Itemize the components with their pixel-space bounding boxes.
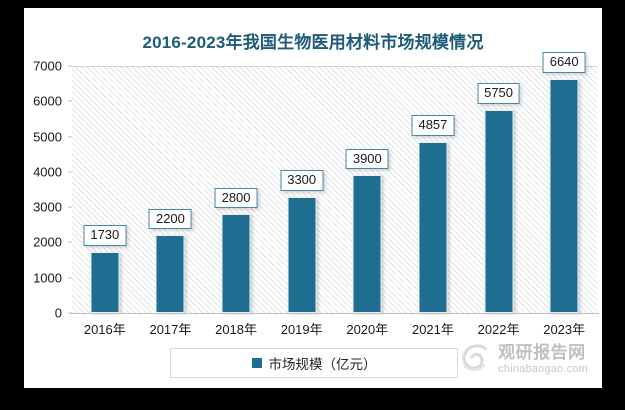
y-axis-tick-label: 5000 xyxy=(33,129,62,145)
bar-value-label: 4857 xyxy=(411,114,455,136)
chart-card: 2016-2023年我国生物医用材料市场规模情况 0 1000 2000 3000 40… xyxy=(24,8,602,388)
bar-group: 2800 xyxy=(203,66,269,313)
bar-group: 6640 xyxy=(531,52,597,313)
bar-group: 4857 xyxy=(400,66,466,313)
y-axis-tick-label: 7000 xyxy=(33,58,62,74)
y-axis-tick-label: 6000 xyxy=(33,93,62,109)
y-axis-tick-label: 3000 xyxy=(33,199,62,215)
bar-group: 5750 xyxy=(466,66,532,313)
bar[interactable] xyxy=(90,251,120,313)
x-axis-tick-label: 2020年 xyxy=(346,322,389,337)
bar-value-label: 2200 xyxy=(148,208,192,230)
bar-group: 1730 xyxy=(72,66,138,313)
x-axis-tick-label: 2023年 xyxy=(543,322,586,337)
legend-item-label: 市场规模（亿元） xyxy=(268,357,377,372)
bar[interactable] xyxy=(484,110,514,313)
y-axis-tick-mark xyxy=(68,241,72,243)
legend-color-swatch xyxy=(251,358,262,368)
y-axis-tick-label: 2000 xyxy=(33,234,62,250)
watermark-brand: 观研报告网 xyxy=(498,342,586,362)
x-axis-tick-label: 2019年 xyxy=(280,322,323,337)
bar-group: 3900 xyxy=(335,66,401,313)
y-axis: 0 1000 2000 3000 4000 5000 6000 7000 xyxy=(24,59,72,321)
x-axis-line xyxy=(70,313,599,314)
y-axis-tick-mark xyxy=(68,100,72,102)
bar[interactable] xyxy=(221,214,251,313)
spiral-swirl-logo xyxy=(456,340,494,378)
bar[interactable] xyxy=(549,78,579,313)
y-axis-tick-mark xyxy=(68,277,72,279)
watermark: 观研报告网 chinabaogao.com xyxy=(456,340,588,378)
x-axis-tick-label: 2017年 xyxy=(149,322,192,337)
y-axis-tick-mark xyxy=(68,206,72,208)
bar[interactable] xyxy=(352,175,382,313)
x-axis-tick-label: 2016年 xyxy=(83,322,126,337)
x-axis-tick-label: 2022年 xyxy=(477,322,520,337)
bar-value-label: 3900 xyxy=(345,148,389,170)
y-axis-tick-label: 1000 xyxy=(33,270,62,286)
chart-title: 2016-2023年我国生物医用材料市场规模情况 xyxy=(142,33,484,52)
plot-area: 1730 2200 2800 3300 3900 4857 5750 6640 xyxy=(72,52,597,313)
y-axis-tick-mark xyxy=(68,171,72,173)
x-axis-tick-label: 2018年 xyxy=(215,322,258,337)
bar-value-label: 5750 xyxy=(477,83,521,105)
bar-value-label: 3300 xyxy=(280,169,324,191)
bar-group: 2200 xyxy=(138,66,204,313)
x-axis-tick-label: 2021年 xyxy=(411,322,454,337)
y-axis-tick-label: 0 xyxy=(54,305,62,321)
bar[interactable] xyxy=(418,141,448,313)
watermark-url: chinabaogao.com xyxy=(498,362,588,375)
bar[interactable] xyxy=(287,196,317,313)
bar-value-label: 1730 xyxy=(83,225,127,246)
bar-value-label: 2800 xyxy=(214,187,258,209)
bar-group: 3300 xyxy=(269,66,335,313)
y-axis-tick-mark xyxy=(68,136,72,138)
bar[interactable] xyxy=(155,235,185,313)
y-axis-tick-mark xyxy=(68,65,72,67)
y-axis-tick-label: 4000 xyxy=(33,164,62,180)
plot-top-rule xyxy=(72,66,597,67)
chart-legend: 市场规模（亿元） xyxy=(170,348,458,378)
bar-value-label: 6640 xyxy=(542,52,586,73)
x-axis-tick-labels: 2016年 2017年 2018年 2019年 2020年 2021年 2022年 2023年 xyxy=(72,319,597,343)
